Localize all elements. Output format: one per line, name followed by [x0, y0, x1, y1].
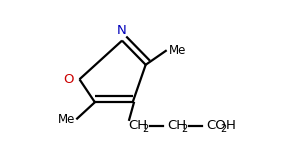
Text: H: H [226, 119, 236, 132]
Text: Me: Me [169, 44, 186, 57]
Text: CH: CH [167, 119, 186, 132]
Text: 2: 2 [142, 125, 148, 135]
Text: CH: CH [128, 119, 147, 132]
Text: 2: 2 [181, 125, 187, 135]
Text: O: O [63, 73, 74, 86]
Text: 2: 2 [221, 125, 227, 135]
Text: CO: CO [206, 119, 226, 132]
Text: Me: Me [57, 113, 75, 126]
Text: N: N [117, 24, 127, 37]
